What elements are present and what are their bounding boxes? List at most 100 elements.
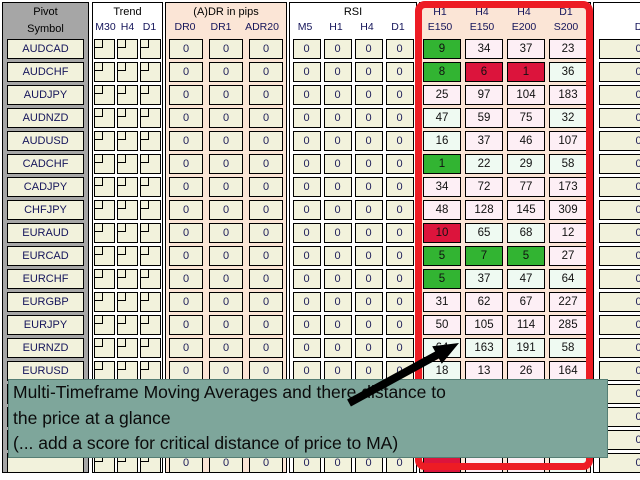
ma-distance-cell: 13: [465, 361, 503, 381]
symbol-button[interactable]: CHFJPY: [7, 200, 84, 220]
trend-indicator-box: [117, 62, 138, 82]
ma-distance-cell: 183: [549, 85, 587, 105]
trend-indicator-box: [117, 269, 138, 289]
adr-value-cell: 0: [249, 338, 283, 358]
rsi-value-cell: 0: [292, 39, 321, 59]
trend-indicator-box: [117, 85, 138, 105]
adr-value-cell: 0: [209, 246, 243, 266]
symbol-button[interactable]: AUDJPY: [7, 85, 84, 105]
trend-row: [93, 292, 162, 312]
rsi-value-cell: 0: [354, 154, 383, 174]
ma-distance-cell: 58: [549, 154, 587, 174]
adr-value-cell: 0: [169, 39, 203, 59]
symbol-button[interactable]: EURGBP: [7, 292, 84, 312]
rsi-columns: M5 H1 H4 D1: [290, 20, 416, 35]
rsi-value-cell: 0: [323, 131, 352, 151]
ma-distance-cell: 16: [423, 131, 461, 151]
ma-distance-cell: 65: [465, 223, 503, 243]
right-value-cell: 0: [598, 292, 640, 312]
symbol-button[interactable]: EURAUD: [7, 223, 84, 243]
trend-indicator-box: [94, 39, 115, 59]
ma-distance-cell: 164: [549, 361, 587, 381]
trend-indicator-box: [140, 338, 161, 358]
ma-distance-cell: 10: [423, 223, 461, 243]
symbol-button[interactable]: EURUSD: [7, 361, 84, 381]
trend-indicator-box: [117, 108, 138, 128]
trend-indicator-box: [117, 39, 138, 59]
ma-distance-cell: 58: [549, 338, 587, 358]
right-value-cell: 0: [598, 338, 640, 358]
ma-distance-cell: 8: [423, 62, 461, 82]
annotation-line-2: the price at a glance: [13, 407, 171, 428]
adr-value-cell: 0: [169, 131, 203, 151]
symbol-button[interactable]: AUDCHF: [7, 62, 84, 82]
ma-distance-cell: 64: [549, 269, 587, 289]
trend-indicator-box: [140, 315, 161, 335]
symbol-button[interactable]: CADCHF: [7, 154, 84, 174]
adr-value-cell: 0: [169, 154, 203, 174]
trend-indicator-box: [117, 223, 138, 243]
symbol-button[interactable]: EURNZD: [7, 338, 84, 358]
adr-value-cell: 0: [169, 453, 203, 473]
rsi-value-cell: 0: [385, 361, 414, 381]
adr-value-cell: 0: [249, 39, 283, 59]
rsi-value-cell: 0: [354, 223, 383, 243]
rsi-value-cell: 0: [292, 108, 321, 128]
rsi-value-cell: 0: [323, 177, 352, 197]
ma-distance-cell: 105: [465, 315, 503, 335]
adr-value-cell: 0: [209, 154, 243, 174]
symbol-button[interactable]: AUDCAD: [7, 39, 84, 59]
rsi-title: RSI: [343, 6, 363, 18]
symbol-button[interactable]: EURCHF: [7, 269, 84, 289]
column-label: E200: [511, 21, 537, 33]
trend-row: [93, 177, 162, 197]
column-label: H4: [120, 21, 135, 33]
symbol-button[interactable]: EURCAD: [7, 246, 84, 266]
trend-indicator-box: [117, 246, 138, 266]
rsi-value-cell: 0: [354, 361, 383, 381]
ma-distance-cell: 67: [507, 292, 545, 312]
adr-value-cell: 0: [249, 223, 283, 243]
trend-indicator-box: [94, 246, 115, 266]
rsi-value-cell: 0: [323, 223, 352, 243]
symbol-button[interactable]: CADJPY: [7, 177, 84, 197]
adr-value-cell: 0: [249, 315, 283, 335]
adr-columns: DR0 DR1 ADR20: [166, 20, 286, 35]
adr-value-cell: 0: [169, 292, 203, 312]
rsi-value-cell: 0: [292, 62, 321, 82]
rsi-value-cell: 0: [323, 338, 352, 358]
rsi-value-cell: 0: [323, 108, 352, 128]
column-label: DR0: [174, 21, 196, 33]
rsi-value-cell: 0: [354, 131, 383, 151]
ma-row: 47 59 75 32: [420, 108, 590, 128]
ma-distance-cell: 107: [549, 131, 587, 151]
ma-distance-cell: 68: [507, 223, 545, 243]
ma-distance-cell: 12: [549, 223, 587, 243]
rsi-value-cell: 0: [354, 39, 383, 59]
adr-value-cell: 0: [169, 269, 203, 289]
ma-distance-cell: 47: [507, 269, 545, 289]
trend-indicator-box: [140, 85, 161, 105]
symbol-button[interactable]: AUDUSD: [7, 131, 84, 151]
symbol-list: AUDCAD AUDCHF AUDJPY AUDNZD AUDUSD CADCHF CADJ…: [3, 39, 88, 476]
column-label: E150: [427, 21, 453, 33]
symbol-button[interactable]: AUDNZD: [7, 108, 84, 128]
symbol-panel: Pivot Symbol AUDCAD AUDCHF AUDJPY AUDNZD AUD…: [2, 2, 89, 473]
rsi-value-cell: 0: [323, 85, 352, 105]
rsi-value-cell: 0: [354, 62, 383, 82]
column-label: D1: [142, 21, 157, 33]
adr-value-cell: 0: [169, 177, 203, 197]
ma-distance-cell: 163: [465, 338, 503, 358]
ma-distance-cell: 37: [465, 131, 503, 151]
ma-row: 5 37 47 64: [420, 269, 590, 289]
symbol-button[interactable]: EURJPY: [7, 315, 84, 335]
rsi-value-cell: 0: [323, 246, 352, 266]
